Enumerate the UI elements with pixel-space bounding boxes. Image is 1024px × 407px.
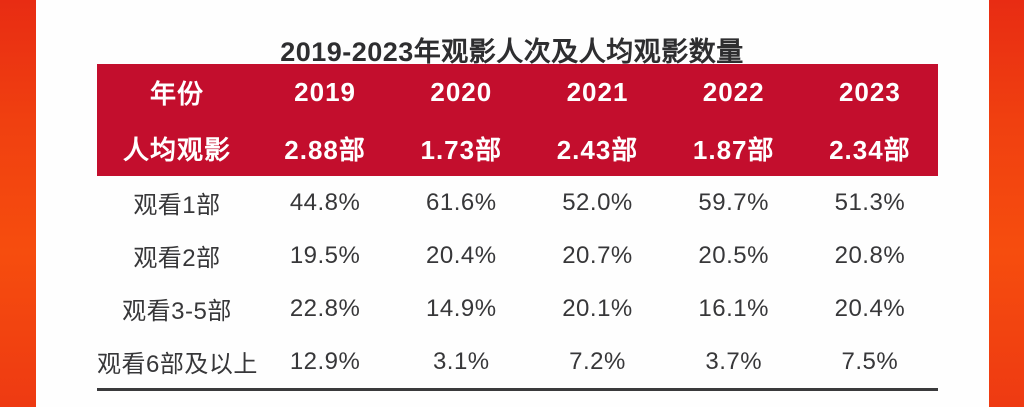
row-label: 年份: [149, 78, 204, 109]
table-cell: 44.8%: [289, 188, 361, 216]
table-cell: 14.9%: [426, 294, 497, 322]
left-edge-strip: [0, 0, 36, 407]
year-header-row: 年份 2019 2020 2021 2022 2023: [97, 64, 938, 120]
table-cell: 12.9%: [289, 347, 361, 375]
row-label: 观看3-5部: [122, 298, 232, 325]
table-row: 观看6部及以上 12.9% 3.1% 7.2% 3.7% 7.5%: [97, 335, 938, 388]
page-title: 2019-2023年观影人次及人均观影数量: [280, 37, 744, 68]
table-cell: 3.1%: [432, 347, 490, 375]
per-capita-row: 人均观影 2.88部 1.73部 2.43部 1.87部 2.34部: [97, 120, 938, 176]
row-label: 观看6部及以上: [97, 351, 258, 378]
table-cell: 2023: [838, 76, 901, 107]
table-cell: 2.34部: [829, 134, 911, 165]
table-cell: 2022: [702, 76, 765, 107]
table-row: 观看2部 19.5% 20.4% 20.7% 20.5% 20.8%: [97, 229, 938, 282]
table-cell: 2.43部: [556, 134, 639, 165]
table-cell: 2020: [430, 76, 493, 107]
table-cell: 20.4%: [834, 294, 906, 322]
table-cell: 20.5%: [698, 241, 769, 269]
table-cell: 59.7%: [698, 188, 769, 216]
table-cell: 16.1%: [698, 294, 769, 322]
table-header-block: 年份 2019 2020 2021 2022 2023 人均观影 2.88部 1.73部 2.43…: [97, 64, 938, 176]
table-cell: 22.8%: [289, 294, 361, 322]
table-cell: 1.73部: [420, 134, 503, 165]
table-cell: 2021: [566, 76, 629, 107]
table-cell: 20.1%: [562, 294, 633, 322]
row-label: 观看2部: [133, 245, 221, 272]
table-cell: 51.3%: [834, 188, 906, 216]
row-label: 观看1部: [133, 192, 221, 219]
table-body-block: 观看1部 44.8% 61.6% 52.0% 59.7% 51.3% 观看2部 19.5% 20…: [97, 176, 938, 388]
table-row: 观看3-5部 22.8% 14.9% 20.1% 16.1% 20.4%: [97, 282, 938, 335]
table-cell: 7.5%: [841, 347, 899, 375]
table-cell: 3.7%: [705, 347, 763, 375]
table-cell: 20.8%: [834, 241, 906, 269]
table-cell: 20.4%: [426, 241, 497, 269]
table-cell: 7.2%: [569, 347, 626, 375]
table-row: 观看1部 44.8% 61.6% 52.0% 59.7% 51.3%: [97, 176, 938, 229]
viewing-stats-table: 年份 2019 2020 2021 2022 2023 人均观影 2.88部 1.73部 2.43…: [97, 64, 938, 391]
table-cell: 20.7%: [562, 241, 633, 269]
table-cell: 1.87部: [692, 134, 775, 165]
table-cell: 52.0%: [562, 188, 633, 216]
table-cell: 2.88部: [284, 134, 366, 165]
table-cell: 61.6%: [426, 188, 497, 216]
right-edge-strip: [989, 0, 1024, 407]
table-cell: 19.5%: [289, 241, 361, 269]
row-label: 人均观影: [122, 134, 231, 165]
table-cell: 2019: [294, 76, 357, 107]
